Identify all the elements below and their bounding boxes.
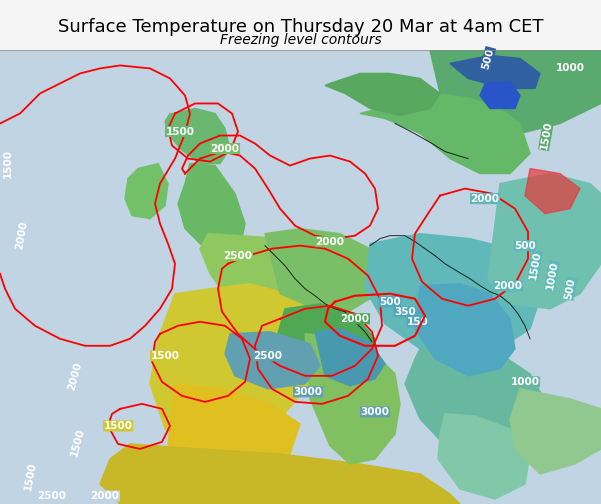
Polygon shape [405, 346, 550, 472]
Text: 2000: 2000 [341, 314, 370, 324]
Text: 2000: 2000 [493, 281, 522, 291]
Polygon shape [480, 82, 520, 108]
Text: 2000: 2000 [316, 237, 344, 246]
Polygon shape [165, 108, 230, 164]
Text: 2500: 2500 [224, 250, 252, 261]
Text: 2500: 2500 [254, 351, 282, 361]
Text: 1500: 1500 [528, 250, 543, 281]
Polygon shape [450, 55, 540, 88]
Polygon shape [125, 164, 168, 219]
Text: Surface Temperature on Thursday 20 Mar at 4am CET: Surface Temperature on Thursday 20 Mar a… [58, 18, 543, 36]
Polygon shape [168, 384, 300, 474]
Text: 2000: 2000 [210, 144, 240, 154]
Text: 150: 150 [407, 317, 429, 327]
Text: 2000: 2000 [91, 491, 120, 501]
Text: 1000: 1000 [510, 377, 540, 387]
Polygon shape [225, 332, 320, 389]
Text: 1000: 1000 [555, 64, 585, 74]
Polygon shape [325, 74, 440, 115]
Polygon shape [150, 284, 330, 449]
Polygon shape [100, 444, 460, 504]
Text: Freezing level contours: Freezing level contours [219, 33, 382, 47]
Text: 2000: 2000 [14, 220, 29, 251]
Text: 1500: 1500 [538, 120, 554, 151]
Text: 350: 350 [394, 307, 416, 317]
Polygon shape [200, 234, 345, 356]
Text: 1500: 1500 [70, 426, 87, 457]
Text: 1500: 1500 [150, 351, 180, 361]
Polygon shape [510, 389, 601, 474]
Polygon shape [415, 284, 515, 376]
Text: 1500: 1500 [3, 149, 13, 178]
Polygon shape [438, 414, 530, 499]
Polygon shape [525, 168, 580, 214]
Text: 3000: 3000 [293, 387, 323, 397]
Text: 2000: 2000 [67, 360, 84, 391]
Text: 2500: 2500 [37, 491, 67, 501]
Text: 500: 500 [379, 297, 401, 307]
Polygon shape [305, 334, 400, 464]
Polygon shape [488, 173, 601, 309]
Text: 1500: 1500 [103, 421, 132, 431]
Text: 500: 500 [514, 240, 536, 250]
Polygon shape [360, 93, 530, 173]
Text: 1000: 1000 [545, 261, 560, 291]
Polygon shape [315, 329, 385, 386]
Polygon shape [275, 304, 375, 384]
Text: 3000: 3000 [361, 407, 389, 417]
Polygon shape [365, 234, 540, 356]
Text: 500: 500 [480, 46, 496, 70]
Text: 1500: 1500 [23, 461, 37, 491]
Text: 2000: 2000 [471, 194, 499, 204]
Polygon shape [265, 229, 380, 314]
Text: 500: 500 [563, 277, 577, 300]
Polygon shape [178, 164, 245, 256]
Polygon shape [430, 50, 601, 134]
Text: 1500: 1500 [165, 127, 195, 137]
